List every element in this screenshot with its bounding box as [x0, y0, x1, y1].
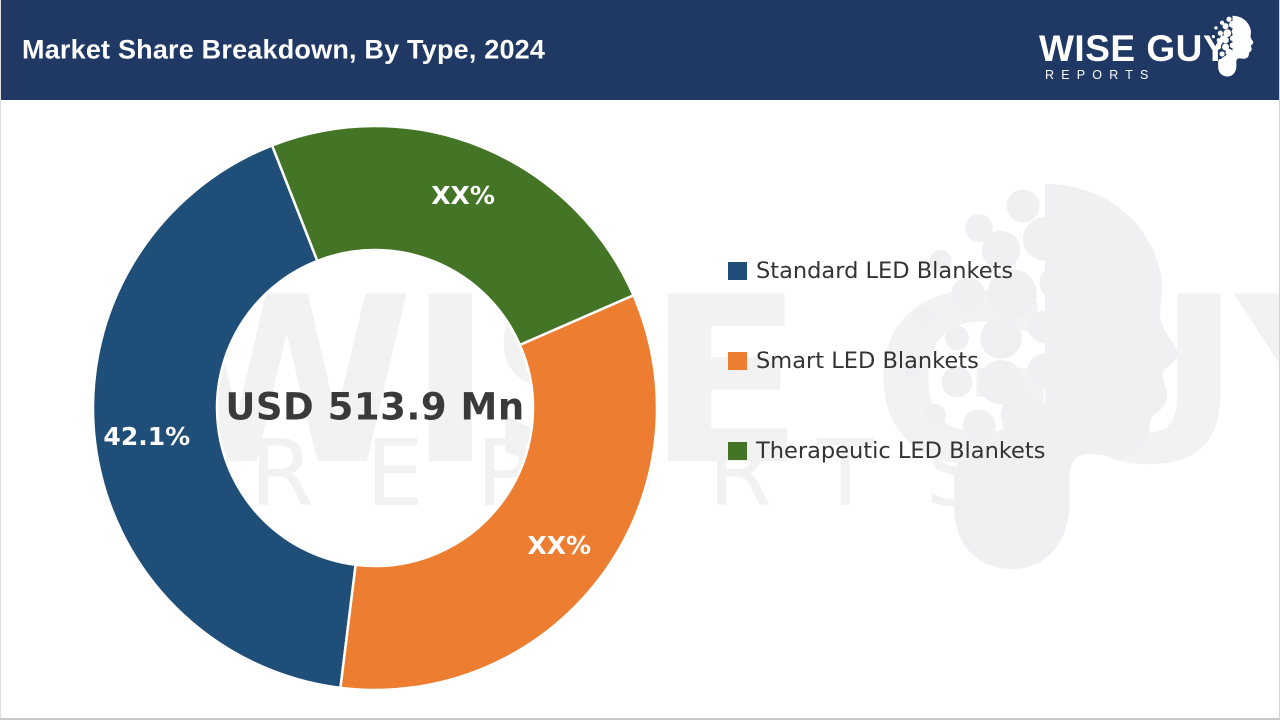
legend-label-therapeutic: Therapeutic LED Blankets	[756, 438, 1046, 464]
chart-legend: Standard LED Blankets Smart LED Blankets…	[728, 254, 1045, 524]
bottom-divider	[0, 718, 1280, 720]
legend-swatch-standard	[728, 262, 747, 280]
page-title: Market Share Breakdown, By Type, 2024	[22, 34, 546, 65]
logo-wise-guy-text: WISE GUY	[1039, 28, 1228, 69]
center-value-label: USD 513.9 Mn	[225, 385, 525, 429]
donut-segment-2	[270, 124, 635, 347]
wise-guy-reports-logo: WISE GUY REPORTS	[1039, 15, 1254, 82]
donut-segment-1	[339, 294, 659, 692]
legend-item-standard: Standard LED Blankets	[728, 254, 1045, 288]
donut-chart: 42.1% XX% XX%	[91, 124, 659, 692]
logo-reports-text: REPORTS	[1045, 68, 1156, 82]
donut-segment-0	[91, 144, 357, 690]
legend-label-smart: Smart LED Blankets	[756, 348, 979, 374]
segment-label-0: 42.1%	[103, 422, 190, 451]
segment-label-2: XX%	[431, 181, 495, 210]
header-bar: Market Share Breakdown, By Type, 2024 WI…	[0, 0, 1280, 100]
segment-label-1: XX%	[527, 531, 591, 560]
legend-item-smart: Smart LED Blankets	[728, 344, 1045, 378]
legend-label-standard: Standard LED Blankets	[756, 258, 1014, 284]
legend-swatch-smart	[728, 352, 747, 370]
legend-item-therapeutic: Therapeutic LED Blankets	[728, 434, 1045, 468]
legend-swatch-therapeutic	[728, 442, 747, 460]
